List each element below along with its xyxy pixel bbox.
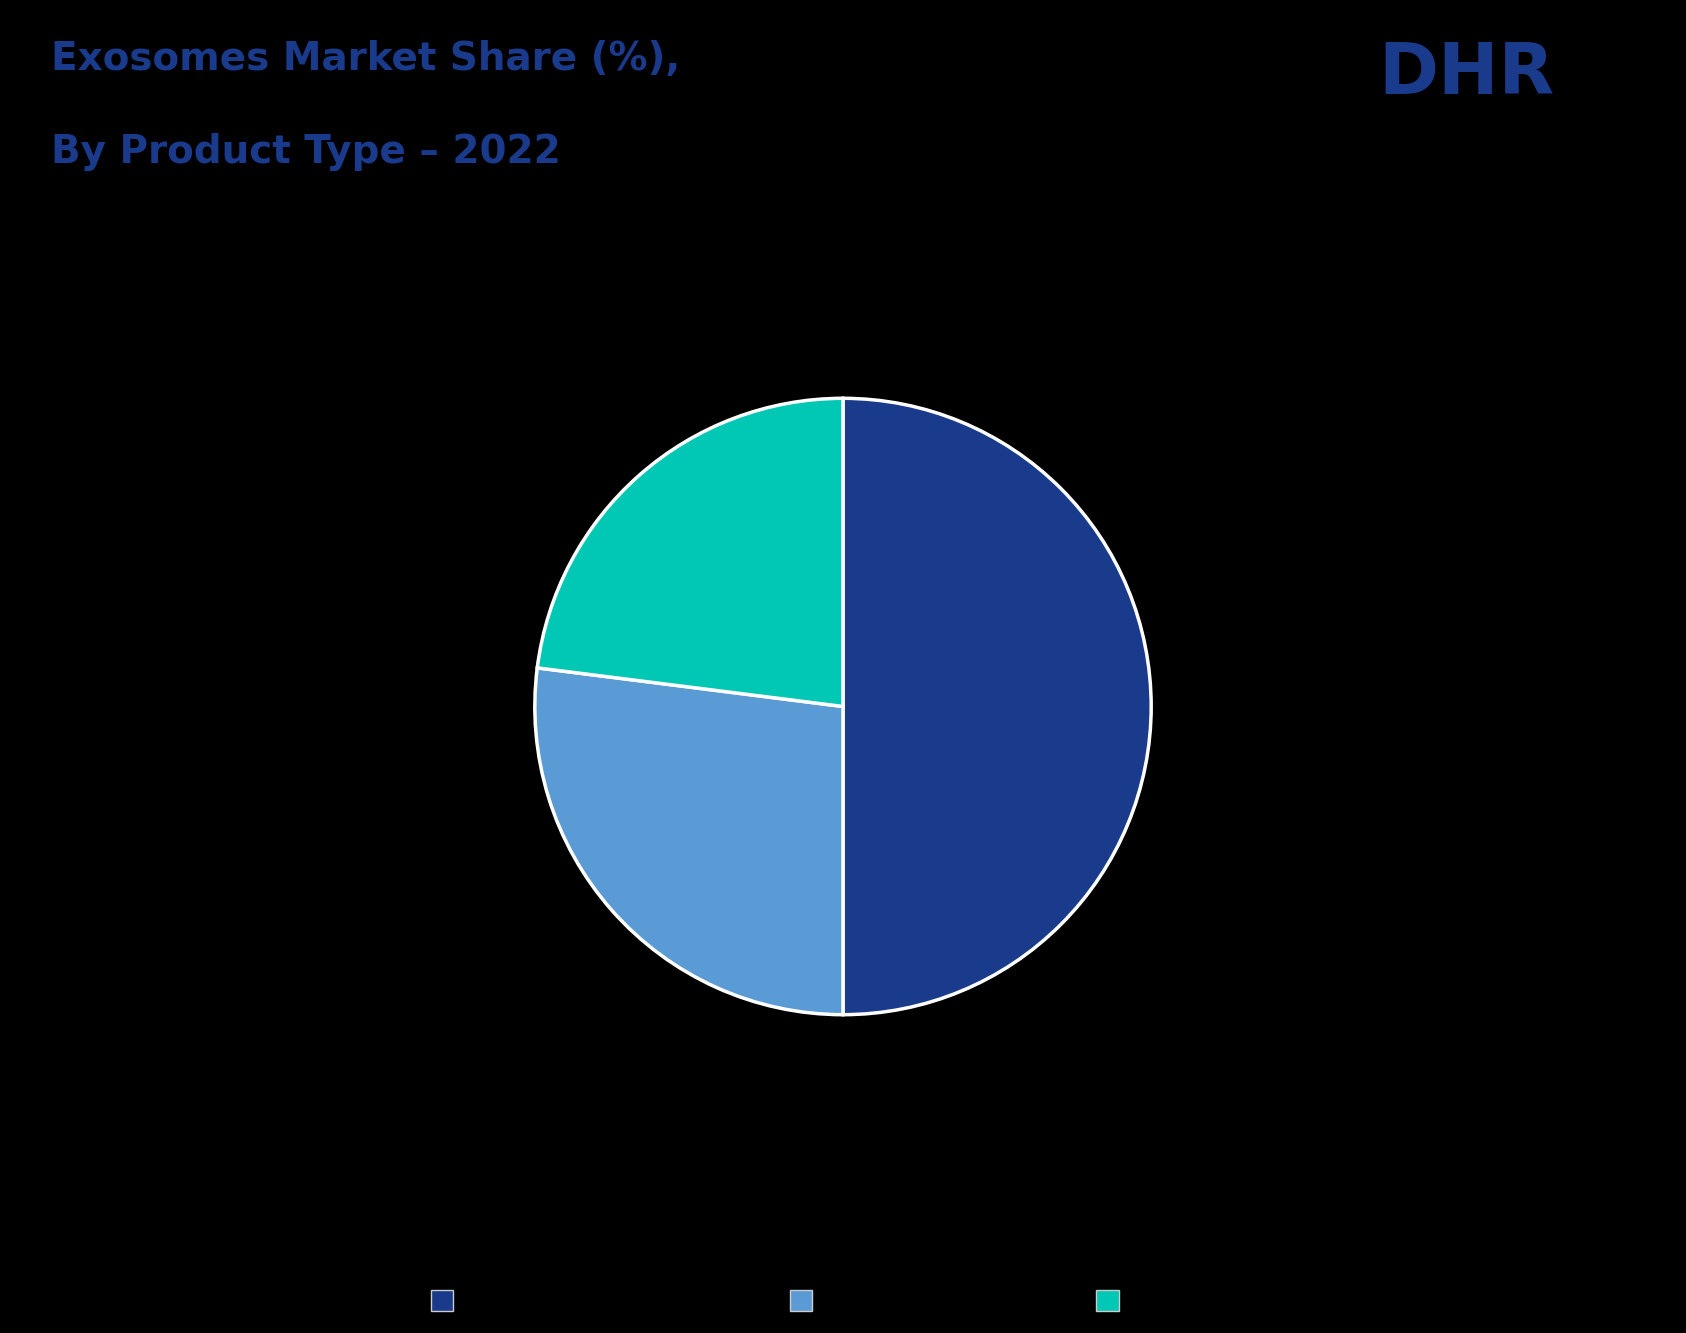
Wedge shape	[843, 399, 1152, 1014]
Text: By Product Type – 2022: By Product Type – 2022	[51, 133, 560, 172]
Wedge shape	[534, 668, 843, 1014]
Text: DHR: DHR	[1379, 40, 1554, 109]
Text: Exosomes Market Share (%),: Exosomes Market Share (%),	[51, 40, 679, 79]
Wedge shape	[538, 399, 843, 706]
Legend: Reagents & Kits, Instruments, Services: Reagents & Kits, Instruments, Services	[420, 1277, 1266, 1328]
